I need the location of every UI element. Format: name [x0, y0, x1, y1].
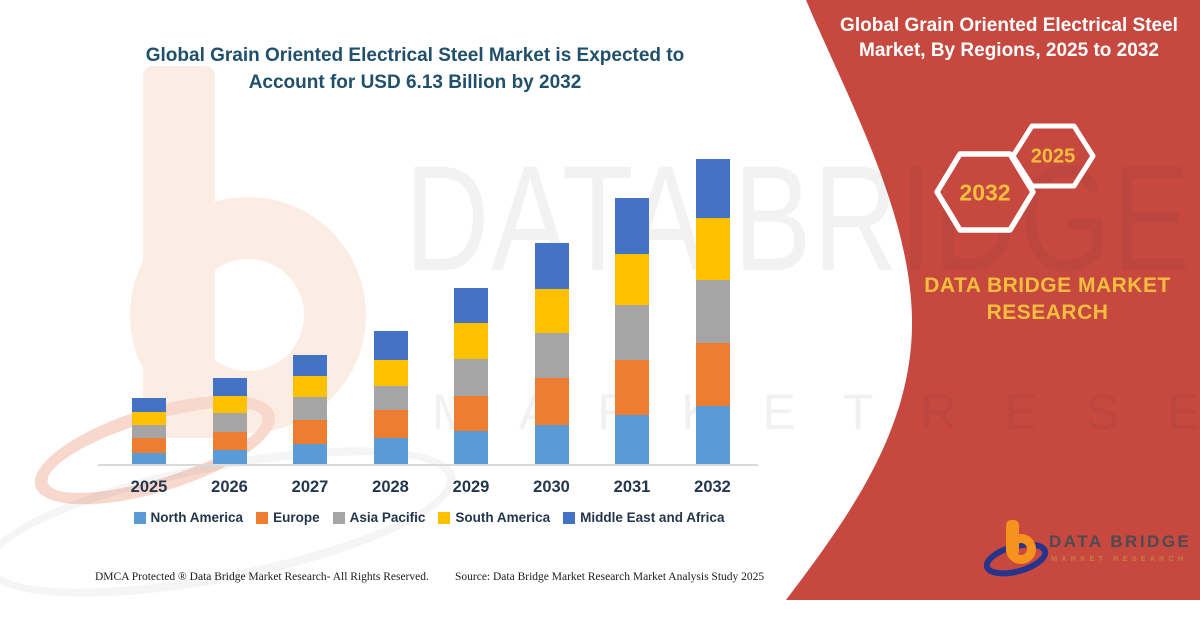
segment-2025-north-america	[132, 452, 166, 465]
dmca-notice: DMCA Protected ® Data Bridge Market Rese…	[95, 571, 429, 583]
segment-2027-europe	[293, 420, 327, 444]
x-axis-label-2028: 2028	[372, 478, 409, 496]
panel-brand-text: DATA BRIDGE MARKET RESEARCH	[915, 272, 1180, 326]
segment-2027-south-america	[293, 375, 327, 397]
segment-2032-north-america	[695, 406, 730, 465]
segment-2031-north-america	[615, 415, 649, 465]
legend-item-middle-east-and-africa: Middle East and Africa	[563, 510, 724, 525]
legend-swatch-icon	[332, 511, 345, 524]
company-logo-name: DATA BRIDGE	[1049, 532, 1192, 551]
year-hexagons-icon	[934, 123, 1096, 233]
hexagon-2032-icon	[934, 151, 1036, 233]
x-axis-label-2032: 2032	[694, 478, 731, 496]
segment-2026-middle-east-and-africa	[212, 378, 247, 396]
segment-2028-asia-pacific	[373, 386, 408, 410]
legend-item-south-america: South America	[438, 510, 550, 525]
segment-2030-north-america	[534, 425, 569, 465]
segment-2028-middle-east-and-africa	[373, 330, 408, 360]
legend-label: North America	[150, 510, 244, 525]
segment-2028-north-america	[373, 437, 408, 465]
legend-label: Asia Pacific	[349, 510, 426, 525]
x-axis-label-2027: 2027	[291, 478, 329, 496]
segment-2029-north-america	[454, 431, 488, 465]
segment-2032-asia-pacific	[695, 280, 730, 343]
segment-2025-asia-pacific	[132, 424, 166, 438]
legend-swatch-icon	[256, 511, 269, 524]
segment-2029-asia-pacific	[454, 359, 488, 396]
legend-swatch-icon	[133, 511, 146, 524]
segment-2029-middle-east-and-africa	[454, 288, 488, 323]
panel-brand-line2: RESEARCH	[986, 301, 1109, 324]
red-side-panel	[786, 0, 1200, 600]
segment-2031-europe	[615, 360, 649, 415]
x-axis-label-2030: 2030	[533, 478, 570, 496]
segment-2028-europe	[373, 409, 408, 438]
legend-label: Middle East and Africa	[580, 510, 725, 525]
panel-title-line1: Global Grain Oriented Electrical Steel	[840, 15, 1178, 36]
segment-2025-middle-east-and-africa	[132, 397, 166, 412]
segment-2031-middle-east-and-africa	[615, 198, 649, 254]
legend-swatch-icon	[438, 511, 451, 524]
segment-2025-europe	[132, 438, 166, 453]
bar-2030	[534, 243, 569, 465]
chart-legend: North America Europe Asia Pacific South Ame…	[100, 510, 758, 525]
x-axis-label-2026: 2026	[211, 478, 248, 496]
segment-2029-south-america	[454, 323, 488, 359]
bar-2029	[454, 288, 488, 465]
segment-2029-europe	[454, 396, 488, 431]
hexagon-2032-label: 2032	[959, 179, 1011, 206]
bar-2031	[615, 198, 649, 465]
panel-title-line2: Market, By Regions, 2025 to 2032	[859, 40, 1159, 61]
segment-2027-middle-east-and-africa	[293, 355, 327, 376]
company-logo-b-icon	[983, 520, 1049, 577]
company-logo-subtitle: MARKET RESEARCH	[1051, 554, 1188, 563]
chart-title-line1: Global Grain Oriented Electrical Steel M…	[145, 45, 685, 66]
segment-2030-south-america	[534, 289, 569, 333]
segment-2031-asia-pacific	[615, 305, 649, 360]
segment-2030-asia-pacific	[534, 333, 569, 378]
segment-2032-south-america	[695, 218, 730, 280]
source-note: Source: Data Bridge Market Research Mark…	[455, 571, 765, 583]
chart-title-line2: Account for USD 6.13 Billion by 2032	[248, 72, 582, 93]
segment-2026-asia-pacific	[212, 413, 247, 432]
bar-2028	[373, 330, 408, 465]
bar-2025	[132, 397, 166, 465]
segment-2027-north-america	[293, 443, 327, 465]
legend-item-asia-pacific: Asia Pacific	[332, 510, 426, 525]
bar-2027	[293, 355, 327, 465]
segment-2026-north-america	[212, 449, 247, 465]
panel-brand-line1: DATA BRIDGE MARKET	[924, 274, 1171, 297]
bar-2032	[695, 158, 730, 465]
legend-item-north-america: North America	[133, 510, 244, 525]
x-axis-label-2031: 2031	[613, 478, 651, 496]
bar-2026	[212, 378, 247, 465]
segment-2030-middle-east-and-africa	[534, 243, 569, 289]
segment-2032-europe	[695, 343, 730, 406]
hexagon-2025-label: 2025	[1030, 145, 1076, 168]
legend-item-europe: Europe	[256, 510, 320, 525]
legend-label: Europe	[273, 510, 320, 525]
segment-2032-middle-east-and-africa	[695, 158, 730, 218]
x-axis-label-2029: 2029	[452, 478, 490, 496]
legend-label: South America	[455, 510, 551, 525]
segment-2027-asia-pacific	[293, 396, 327, 420]
segment-2031-south-america	[615, 254, 649, 305]
chart-title: Global Grain Oriented Electrical Steel M…	[110, 42, 720, 96]
company-logo: DATA BRIDGE MARKET RESEARCH	[983, 518, 1198, 580]
segment-2025-south-america	[132, 412, 166, 425]
panel-title: Global Grain Oriented Electrical Steel M…	[828, 13, 1190, 63]
segment-2028-south-america	[373, 360, 408, 386]
segment-2030-europe	[534, 378, 569, 425]
legend-swatch-icon	[563, 511, 576, 524]
segment-2026-europe	[212, 432, 247, 450]
x-axis-line	[98, 464, 758, 466]
x-axis-label-2025: 2025	[130, 478, 168, 496]
segment-2026-south-america	[212, 395, 247, 413]
